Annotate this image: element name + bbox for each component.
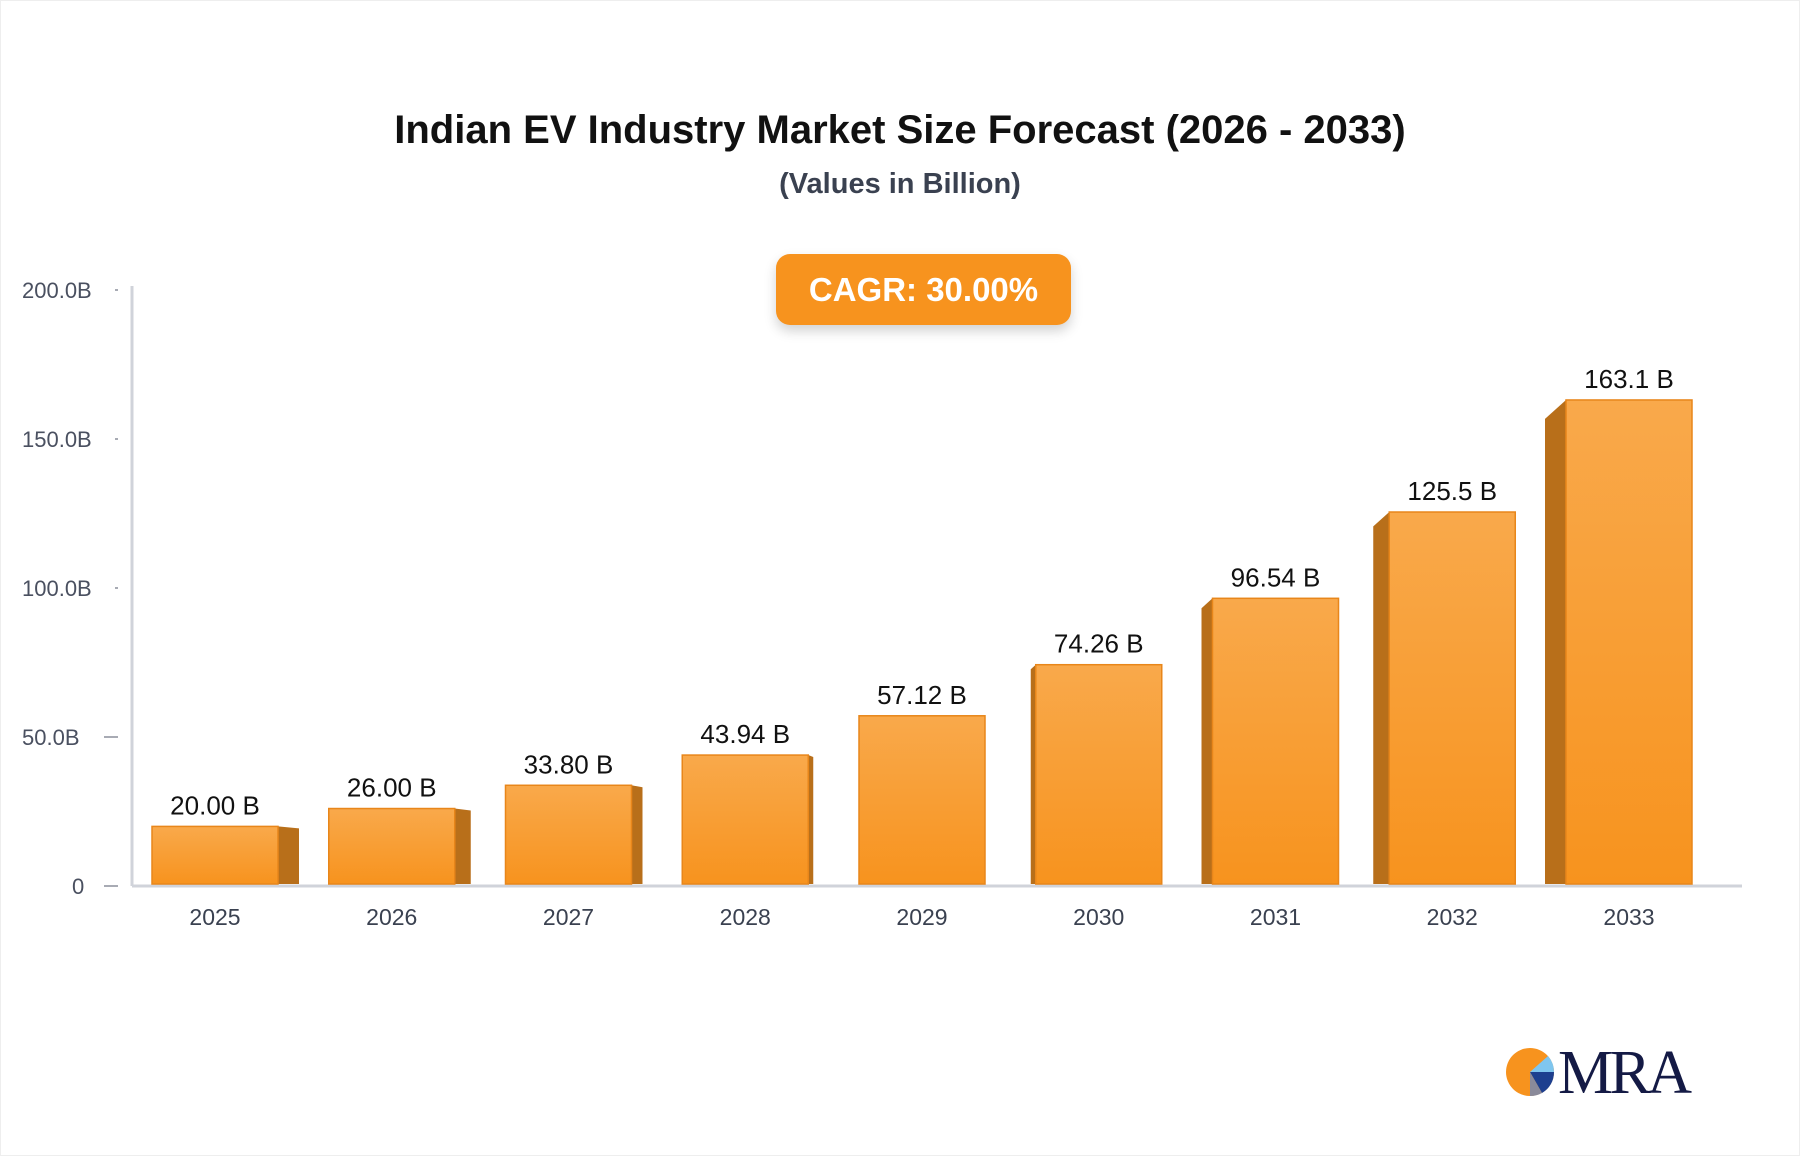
bar-group-2027: 33.80 B 2027 (504, 749, 643, 930)
data-label: 163.1 B (1584, 364, 1674, 394)
bar (681, 754, 809, 885)
x-tick-label: 2027 (543, 904, 594, 930)
bar (858, 715, 986, 885)
data-label: 20.00 B (170, 790, 260, 820)
chart-subtitle: (Values in Billion) (779, 168, 1021, 200)
bar-group-2028: 43.94 B 2028 (681, 719, 814, 930)
bar-group-2025: 20.00 B 2025 (151, 790, 299, 930)
bar-side (1030, 664, 1036, 884)
data-label: 26.00 B (347, 773, 437, 803)
bar-side (278, 826, 299, 884)
bar-group-2032: 125.5 B 2032 (1373, 476, 1516, 930)
bar-group-2026: 26.00 B 2026 (328, 773, 471, 930)
bar (1211, 597, 1340, 885)
bar-group-2033: 163.1 B 2033 (1545, 364, 1693, 930)
bar (151, 825, 279, 885)
y-tick-label: 150.0B (22, 427, 92, 452)
x-tick-label: 2033 (1603, 904, 1654, 930)
bar (1035, 663, 1163, 885)
x-tick-label: 2029 (896, 904, 947, 930)
bar (504, 784, 633, 885)
data-label: 125.5 B (1407, 476, 1497, 506)
x-tick-label: 2031 (1250, 904, 1301, 930)
bar-group-2030: 74.26 B 2030 (1030, 629, 1163, 930)
x-tick-label: 2032 (1427, 904, 1478, 930)
x-tick-label: 2025 (189, 904, 240, 930)
y-tick-label: 100.0B (22, 576, 92, 601)
x-tick-label: 2026 (366, 904, 417, 930)
bar-side (454, 808, 471, 884)
x-tick-label: 2030 (1073, 904, 1124, 930)
y-tick-label: 0 (72, 874, 84, 899)
bar (1565, 399, 1693, 885)
y-tick-label: 50.0B (22, 725, 80, 750)
data-label: 33.80 B (524, 749, 614, 779)
x-tick-label: 2028 (720, 904, 771, 930)
data-label: 57.12 B (877, 680, 967, 710)
bar (328, 807, 456, 885)
bar-side (1373, 512, 1390, 884)
bar (1388, 511, 1516, 885)
bar-group-2029: 57.12 B 2029 (858, 680, 986, 930)
bar-side (808, 755, 814, 884)
bar-side (631, 785, 643, 884)
chart-title: Indian EV Industry Market Size Forecast … (394, 108, 1406, 152)
cagr-badge: CAGR: 30.00% (776, 254, 1071, 325)
data-label: 43.94 B (700, 719, 790, 749)
bar-group-2031: 96.54 B 2031 (1201, 562, 1340, 930)
data-label: 96.54 B (1231, 562, 1321, 592)
bar-side (1201, 598, 1213, 884)
bar-side (1545, 399, 1566, 884)
data-label: 74.26 B (1054, 629, 1144, 659)
y-tick-label: 200.0B (22, 278, 92, 303)
